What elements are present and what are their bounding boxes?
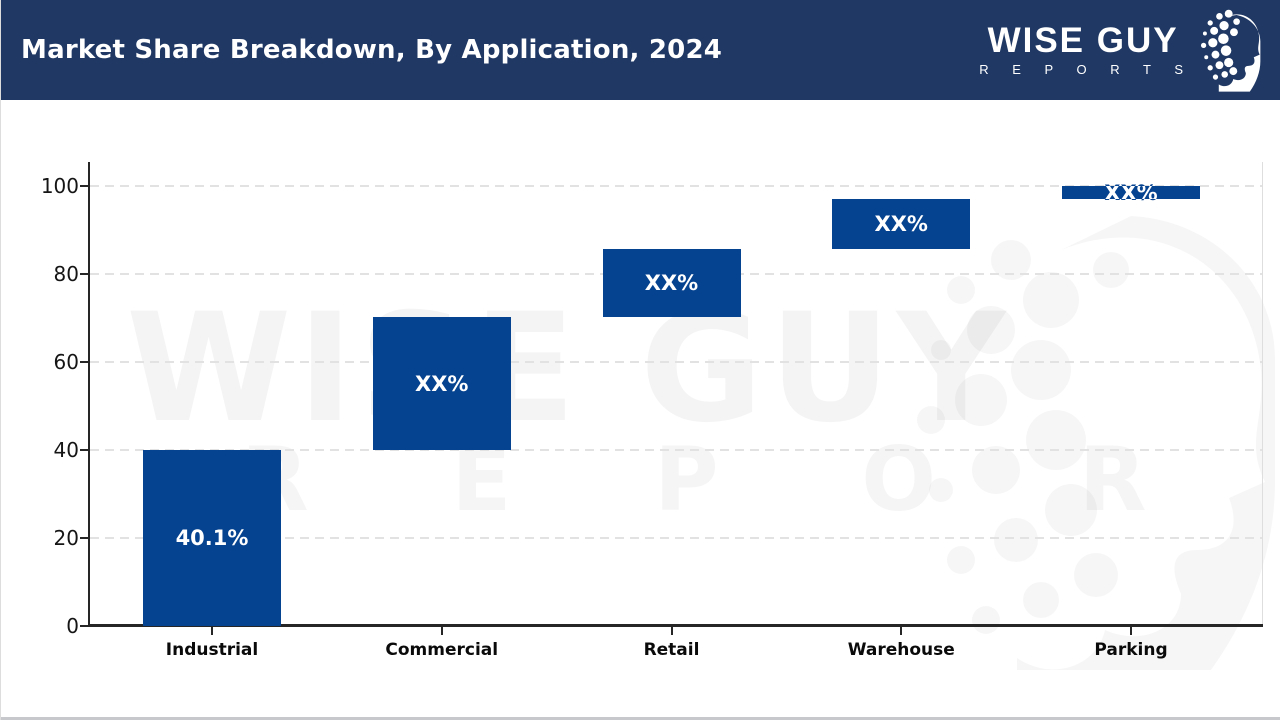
y-axis-label: 0 <box>66 614 79 638</box>
x-tick-mark <box>211 627 213 635</box>
bar-warehouse: XX% <box>832 199 971 249</box>
x-tick-mark <box>440 627 443 635</box>
y-tick-mark <box>80 273 89 275</box>
y-axis-label: 100 <box>40 174 79 198</box>
x-axis-label-commercial: Commercial <box>385 640 499 660</box>
bar-value-label: XX% <box>1104 186 1158 200</box>
bar-retail: XX% <box>602 248 741 318</box>
logo-text: WISE GUY R E P O R T S <box>973 21 1193 77</box>
gridline-40 <box>90 449 1262 451</box>
gridline-100 <box>90 185 1262 187</box>
y-axis-line <box>88 162 90 627</box>
gridline-20 <box>90 537 1262 539</box>
x-tick-mark <box>900 627 903 635</box>
x-axis-label-industrial: Industrial <box>165 640 259 660</box>
x-axis-line <box>88 624 1263 627</box>
bar-industrial: 40.1% <box>143 450 281 626</box>
bar-value-label: XX% <box>415 371 469 396</box>
y-axis-label: 20 <box>53 526 79 550</box>
logo-wordmark: WISE GUY <box>987 21 1179 61</box>
wiseguy-logo: WISE GUY R E P O R T S <box>973 8 1263 92</box>
x-axis-label-parking: Parking <box>1094 640 1168 660</box>
page-title: Market Share Breakdown, By Application, … <box>21 35 723 65</box>
x-axis-label-warehouse: Warehouse <box>847 640 955 660</box>
x-tick-mark <box>670 627 673 635</box>
y-axis-label: 80 <box>53 262 79 286</box>
bar-commercial: XX% <box>372 317 511 450</box>
bar-value-label: 40.1% <box>175 526 249 550</box>
y-tick-mark <box>80 625 89 627</box>
watermark-wordmark: WISE GUY <box>126 282 1006 456</box>
bar-value-label: XX% <box>644 271 699 295</box>
x-axis-label-retail: Retail <box>643 640 700 660</box>
bar-value-label: XX% <box>874 212 928 237</box>
right-spine <box>1262 162 1263 624</box>
logo-head-icon <box>1200 9 1261 92</box>
x-tick-mark <box>1130 627 1132 635</box>
logo-subtext: R E P O R T S <box>979 61 1193 77</box>
y-tick-mark <box>80 537 89 539</box>
gridline-60 <box>90 361 1262 363</box>
header: Market Share Breakdown, By Application, … <box>1 0 1280 100</box>
bar-parking: XX% <box>1062 186 1200 200</box>
y-tick-mark <box>80 185 89 187</box>
y-tick-mark <box>80 449 89 451</box>
y-axis-label: 60 <box>53 350 79 374</box>
y-tick-mark <box>80 361 89 363</box>
bottom-border <box>1 717 1280 720</box>
y-axis-label: 40 <box>53 438 79 462</box>
